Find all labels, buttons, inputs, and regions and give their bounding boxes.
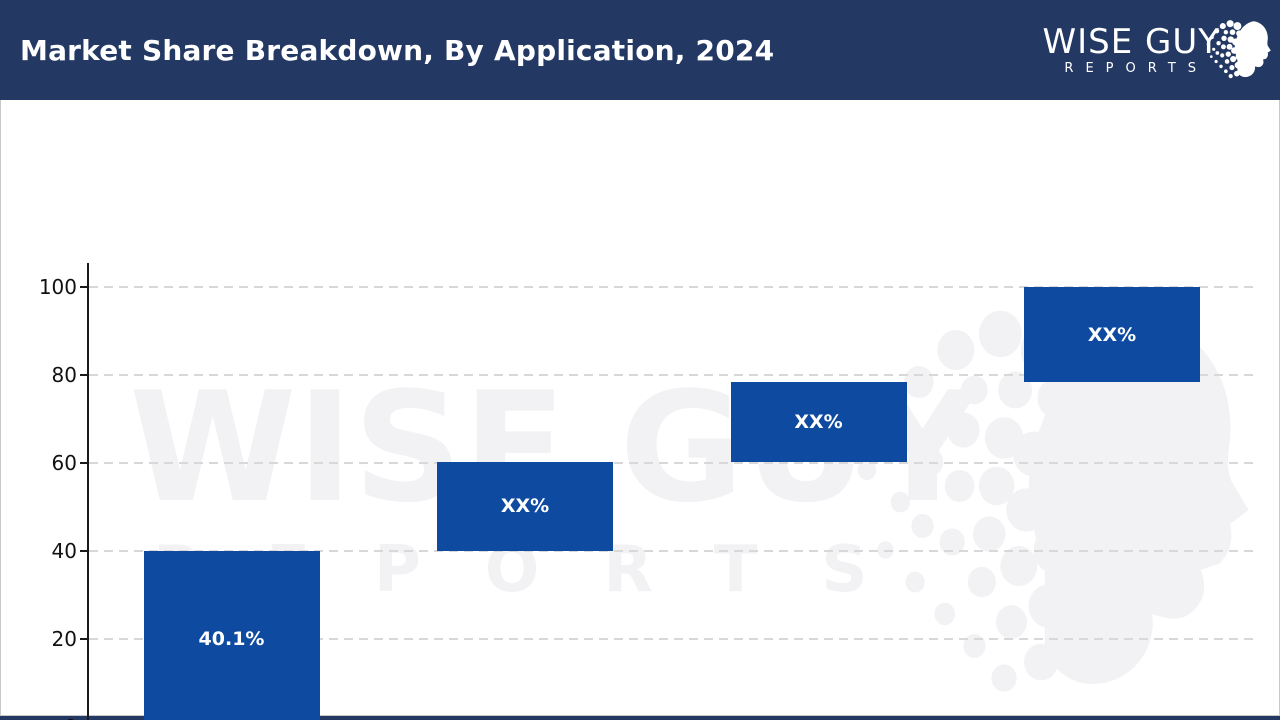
- brand-subtext: REPORTS: [1064, 61, 1209, 76]
- y-tick-label: 40: [51, 539, 77, 563]
- y-axis-spine: [87, 263, 89, 720]
- bar-segment: XX%: [1024, 287, 1200, 383]
- y-gridline: [89, 374, 1255, 376]
- bar-value-label: 40.1%: [198, 627, 265, 650]
- y-gridline: [89, 638, 1255, 640]
- brand-logo-text: WISE GUY REPORTS: [1042, 25, 1220, 75]
- y-tickmark: [80, 286, 89, 288]
- bar-segment: XX%: [437, 462, 613, 551]
- bar-segment: XX%: [730, 382, 907, 463]
- bar-value-label: XX%: [500, 495, 550, 518]
- y-tick-label: 0: [11, 713, 77, 720]
- y-tickmark: [80, 374, 89, 376]
- bar-segment: 40.1%: [143, 550, 320, 720]
- header: Market Share Breakdown, By Application, …: [0, 0, 1280, 100]
- brand-logo: WISE GUY REPORTS: [1042, 0, 1272, 100]
- bar-value-label: XX%: [1087, 323, 1137, 346]
- y-tickmark: [80, 638, 89, 640]
- y-gridline: [89, 550, 1255, 552]
- face-profile-icon: [1204, 20, 1272, 81]
- footer-strip: [0, 716, 1280, 720]
- waterfall-chart: 02040608010040.1%SurveillanceXX%Access C…: [1, 100, 1280, 720]
- y-tick-label: 80: [51, 363, 77, 387]
- y-tickmark: [80, 550, 89, 552]
- y-tick-label: 60: [51, 451, 77, 475]
- y-tick-label: 20: [51, 627, 77, 651]
- y-gridline: [89, 286, 1255, 288]
- chart-panel: WISE GUY REPORTS 02040608010040.1%Survei…: [0, 100, 1280, 720]
- brand-wordmark: WISE GUY: [1042, 22, 1220, 62]
- y-tick-label: 100: [38, 275, 77, 299]
- y-tickmark: [80, 462, 89, 464]
- y-gridline: [89, 462, 1255, 464]
- page-title: Market Share Breakdown, By Application, …: [20, 33, 775, 67]
- bar-value-label: XX%: [794, 411, 843, 434]
